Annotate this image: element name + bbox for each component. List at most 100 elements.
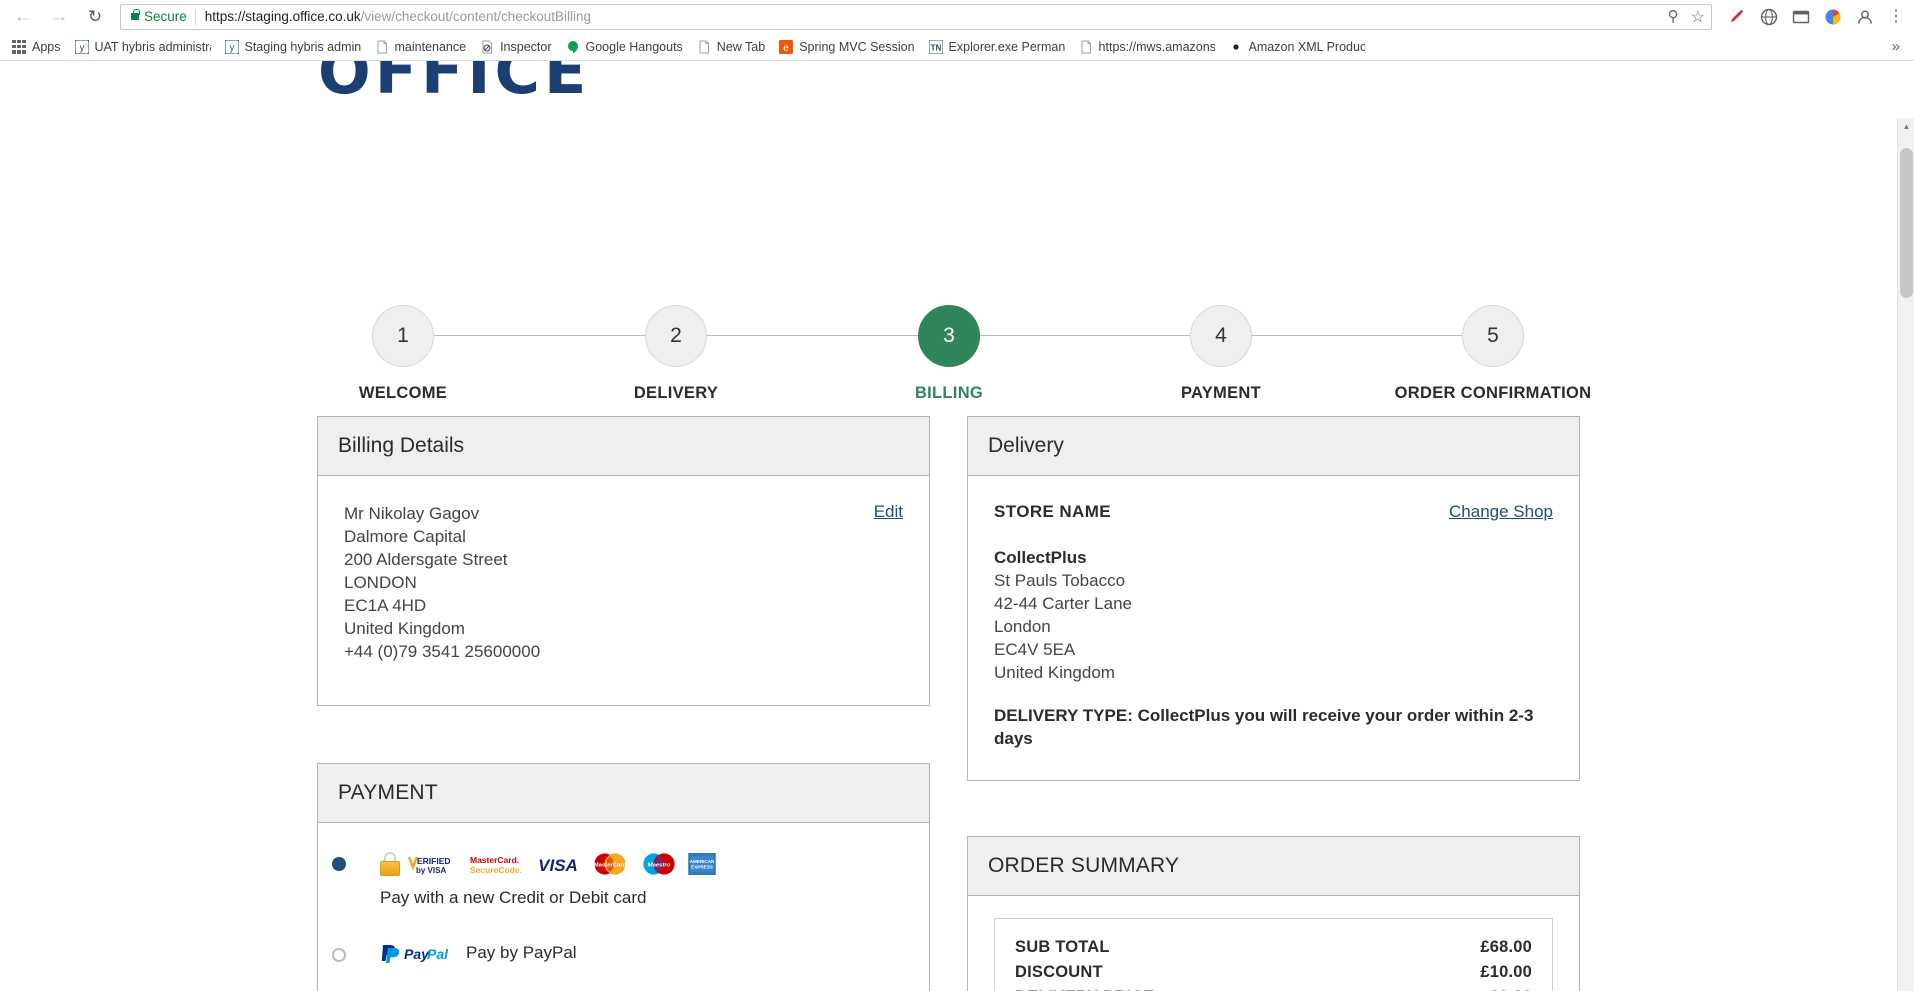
bookmark-label: Inspector (500, 39, 552, 54)
bookmark-item-staging-hybris[interactable]: y Staging hybris admin (219, 38, 369, 56)
billing-details-body: Mr Nikolay Gagov Dalmore Capital 200 Ald… (318, 476, 929, 705)
card-logos: ERIFIED by VISA MasterCard. SecureCode. VI… (380, 851, 903, 877)
payment-option-paypal[interactable]: Pay Pal Pay by PayPal (318, 912, 903, 968)
bookmark-label: Spring MVC Session (799, 39, 915, 54)
bookmark-item-amazon-xml-product[interactable]: Amazon XML Produc (1223, 38, 1373, 56)
bookmarks-overflow-button[interactable]: » (1891, 38, 1900, 55)
payment-option-gift-card[interactable]: GIFT CARD Pay using your Office Gift Car… (318, 968, 903, 991)
step-label: WELCOME (358, 384, 448, 402)
payment-option-card[interactable]: ERIFIED by VISA MasterCard. SecureCode. VI… (318, 833, 903, 912)
page-scrollbar[interactable]: ▲ ▼ (1897, 118, 1914, 991)
edit-billing-address-link[interactable]: Edit (873, 502, 903, 521)
step-payment[interactable]: 4 PAYMENT (1181, 305, 1261, 403)
key-icon[interactable]: ⚲ (1667, 8, 1679, 25)
forward-button[interactable]: → (49, 5, 69, 27)
svg-text:Pay: Pay (404, 946, 430, 962)
payment-panel: PAYMENT ERIFIED by VISA MasterCard. Secure… (317, 763, 930, 991)
reload-button[interactable]: ↻ (87, 6, 103, 26)
secure-label: Secure (144, 9, 187, 24)
bookmark-item-inspector[interactable]: Inspector (474, 38, 559, 56)
step-label: ORDER CONFIRMATION (1394, 384, 1592, 402)
checkout-right-column: Delivery STORE NAME Change Shop CollectP… (967, 416, 1580, 991)
secure-lock-icon (131, 9, 140, 20)
svg-text:Pal: Pal (427, 946, 448, 962)
star-icon[interactable]: ☆ (1690, 8, 1705, 26)
back-button[interactable]: ← (13, 5, 33, 27)
billing-address: Mr Nikolay Gagov Dalmore Capital 200 Ald… (344, 502, 540, 663)
order-totals-table: SUB TOTAL £68.00 DISCOUNT £10.00 DELIVER… (994, 918, 1553, 991)
tn-icon: TN (928, 39, 943, 54)
svg-text:VISA: VISA (538, 856, 578, 875)
summary-row-discount: DISCOUNT £10.00 (1015, 960, 1532, 985)
step-order-confirmation[interactable]: 5 ORDER CONFIRMATION (1395, 305, 1591, 403)
bookmark-item-new-tab[interactable]: New Tab (691, 38, 773, 56)
bookmarks-bar: Apps y UAT hybris administra y Staging h… (0, 33, 1914, 61)
summary-value: £68.00 (1480, 938, 1532, 956)
radio-paypal[interactable] (332, 948, 346, 962)
browser-chrome: ← → ↻ Secure https://staging.office.co.u… (0, 0, 1914, 61)
change-shop-link[interactable]: Change Shop (1449, 502, 1553, 521)
svg-text:Maestro: Maestro (648, 863, 671, 869)
scrollbar-thumb[interactable] (1900, 148, 1913, 298)
bookmark-item-mws-amazon[interactable]: https://mws.amazons (1073, 38, 1223, 56)
bookmark-item-spring-mvc-session[interactable]: e Spring MVC Session (773, 38, 922, 56)
step-number-circle: 3 (918, 305, 980, 367)
page-viewport: OFFICE 1 WELCOME 2 DELIVERY 3 BILLING 4 … (0, 61, 1914, 991)
bullet-icon (1232, 43, 1239, 50)
chrome-menu-icon[interactable]: ⋮ (1888, 7, 1904, 25)
step-welcome[interactable]: 1 WELCOME (359, 305, 447, 403)
bookmark-item-uat-hybris[interactable]: y UAT hybris administra (69, 38, 219, 56)
scroll-up-arrow[interactable]: ▲ (1902, 122, 1911, 131)
bookmark-label: Amazon XML Produc (1248, 39, 1365, 54)
address-line: London (994, 617, 1051, 636)
site-logo[interactable]: OFFICE (318, 61, 591, 108)
address-line: LONDON (344, 573, 417, 592)
spring-icon: e (779, 39, 794, 54)
bookmark-label: Google Hangouts (585, 39, 683, 54)
bookmark-item-explorer-exe[interactable]: TN Explorer.exe Permane (923, 38, 1073, 56)
address-bar[interactable]: Secure https://staging.office.co.uk/view… (120, 3, 1712, 30)
page-icon (377, 40, 387, 53)
svg-text:e: e (783, 43, 789, 54)
hangouts-icon (567, 40, 578, 53)
svg-text:ERIFIED: ERIFIED (417, 856, 451, 866)
radio-card[interactable] (332, 857, 346, 871)
window-extension-icon[interactable] (1792, 8, 1810, 26)
bookmark-item-google-hangouts[interactable]: Google Hangouts (560, 38, 691, 56)
colorful-orb-extension-icon[interactable] (1824, 8, 1842, 26)
step-billing[interactable]: 3 BILLING (915, 305, 983, 403)
avatar-icon[interactable] (1856, 8, 1874, 26)
checkout-left-column: Billing Details Mr Nikolay Gagov Dalmore… (317, 416, 930, 991)
bookmark-item-maintenance[interactable]: maintenance (369, 38, 475, 56)
inspector-icon (482, 40, 493, 53)
order-summary-panel: ORDER SUMMARY SUB TOTAL £68.00 DISCOUNT … (967, 836, 1580, 991)
delivery-type-text: DELIVERY TYPE: CollectPlus you will rece… (994, 706, 1534, 748)
mastercard-logo: MasterCard (594, 853, 627, 875)
summary-row-sub-total: SUB TOTAL £68.00 (1015, 935, 1532, 960)
extensions-area: ⋮ (1714, 8, 1904, 26)
maestro-logo: Maestro (643, 853, 675, 875)
svg-text:by VISA: by VISA (416, 866, 446, 875)
step-delivery[interactable]: 2 DELIVERY (634, 305, 718, 403)
hybris-icon: y (224, 39, 239, 54)
bookmark-apps[interactable]: Apps (6, 38, 69, 56)
panel-title: Delivery (968, 417, 1579, 476)
svg-text:MasterCard: MasterCard (594, 863, 627, 869)
store-name-label: STORE NAME (994, 502, 1112, 521)
summary-label: DISCOUNT (1015, 963, 1103, 981)
summary-label: DELIVERY PRICE (1015, 988, 1154, 991)
panel-title: Billing Details (318, 417, 929, 476)
billing-details-panel: Billing Details Mr Nikolay Gagov Dalmore… (317, 416, 930, 706)
panel-title: ORDER SUMMARY (968, 837, 1579, 896)
address-line: EC4V 5EA (994, 640, 1076, 659)
pencil-extension-icon[interactable] (1728, 8, 1746, 26)
delivery-panel: Delivery STORE NAME Change Shop CollectP… (967, 416, 1580, 781)
payment-options-body: ERIFIED by VISA MasterCard. SecureCode. VI… (318, 823, 929, 991)
apps-grid-icon (12, 39, 26, 54)
bookmark-label: Staging hybris admin (244, 39, 361, 54)
lock-icon (380, 852, 400, 876)
order-summary-body: SUB TOTAL £68.00 DISCOUNT £10.00 DELIVER… (968, 896, 1579, 991)
globe-extension-icon[interactable] (1760, 8, 1778, 26)
step-label: BILLING (914, 384, 984, 402)
